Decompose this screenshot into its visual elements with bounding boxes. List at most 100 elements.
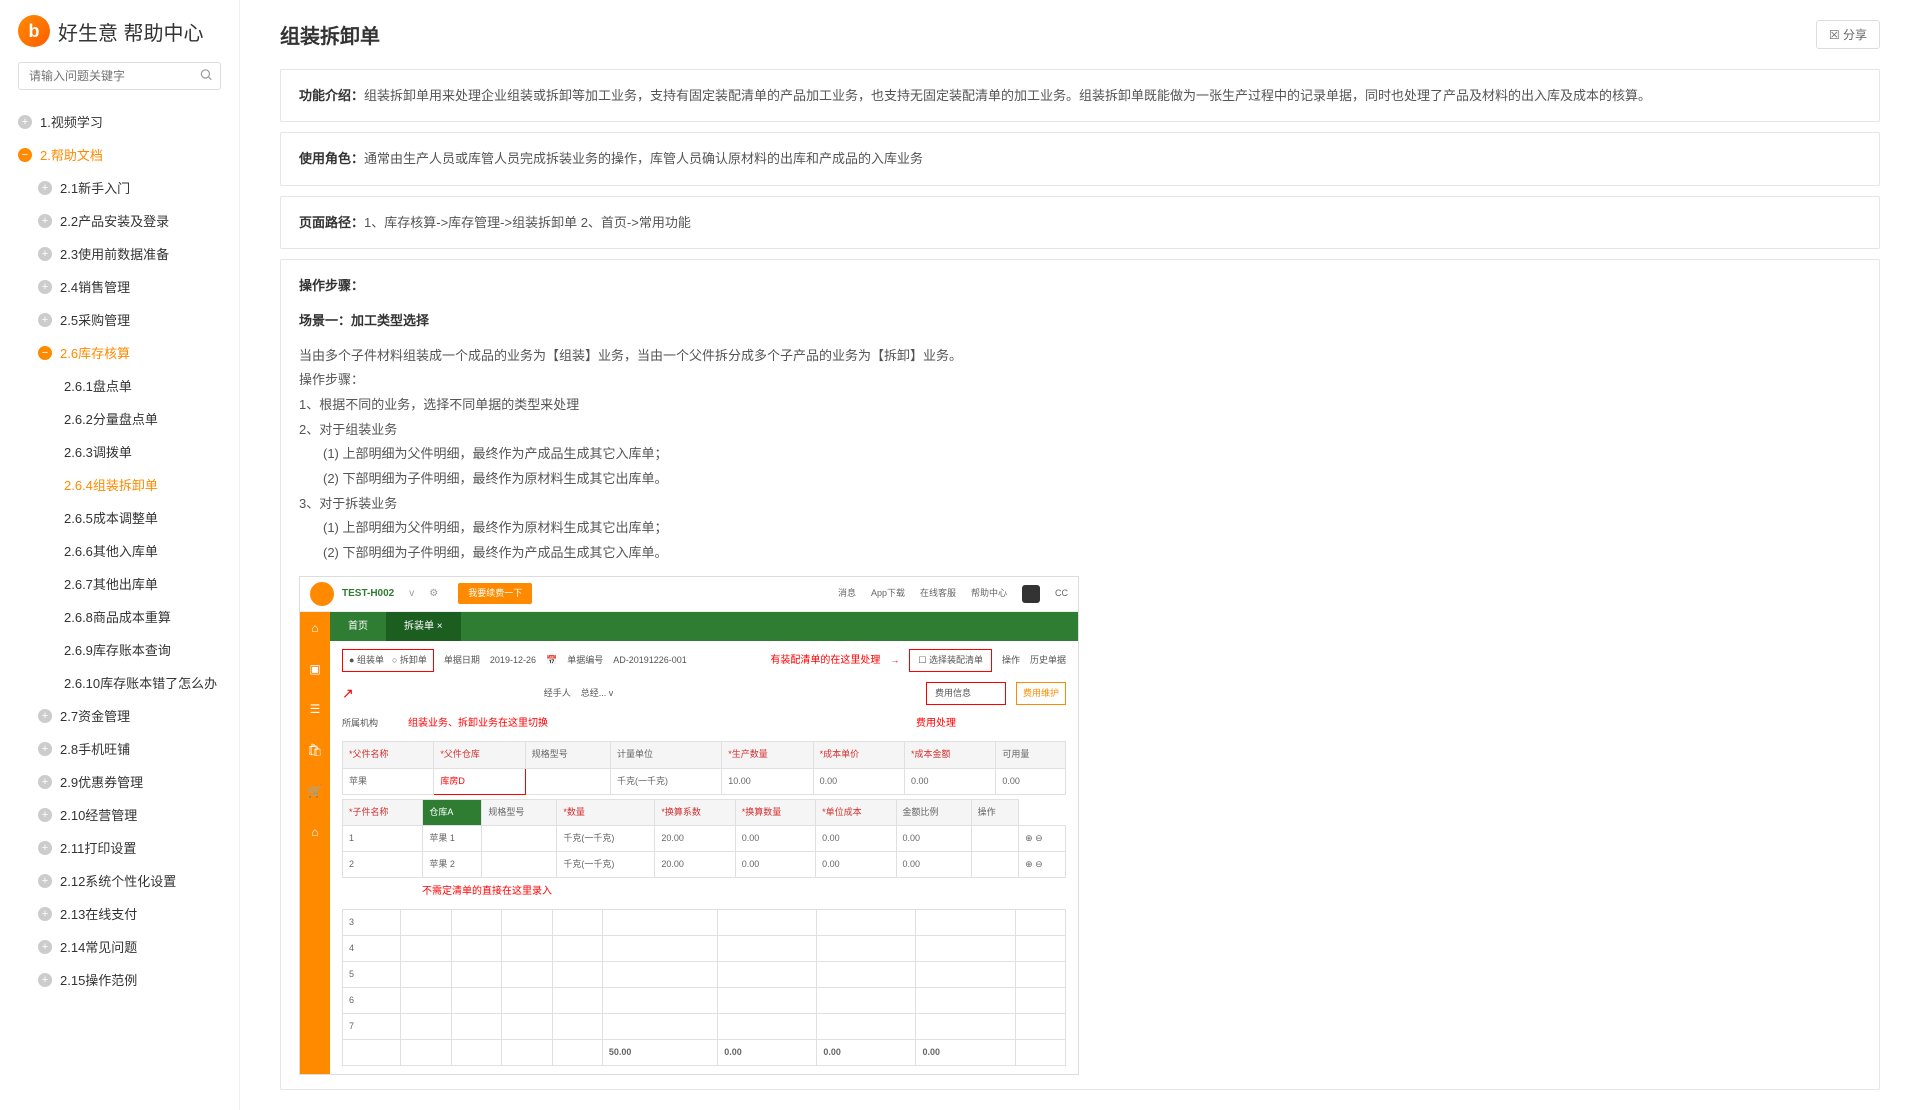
sidebar-item[interactable]: 2.6.1盘点单	[0, 369, 239, 402]
embed-date-val: 2019-12-26	[490, 652, 536, 669]
sidebar-item[interactable]: 2.6.5成本调整单	[0, 501, 239, 534]
sidebar-item[interactable]: +2.5采购管理	[0, 303, 239, 336]
plus-icon: +	[38, 742, 52, 756]
embed-handler-label: 经手人	[544, 685, 571, 702]
cart-icon: 🛒	[308, 780, 323, 803]
steps-sub: 操作步骤：	[299, 368, 1861, 393]
embed-topbar: TEST-H002 v ⚙ 我要续费一下 消息 App下载 在线客服 帮助中心 …	[300, 577, 1078, 612]
sidebar-item[interactable]: +2.2产品安装及登录	[0, 204, 239, 237]
close-icon: ×	[437, 621, 443, 632]
embed-link-help: 帮助中心	[971, 585, 1007, 602]
plus-icon: +	[38, 181, 52, 195]
steps-section: 操作步骤： 场景一：加工类型选择 当由多个子件材料组装成一个成品的业务为【组装】…	[280, 259, 1880, 1090]
step2-2: (2) 下部明细为子件明细，最终作为原材料生成其它出库单。	[299, 467, 1861, 492]
arrow-icon: →	[890, 652, 899, 669]
embed-form: ● 组装单 ○ 拆卸单 单据日期 2019-12-26 📅 单据编号 AD-20…	[330, 641, 1078, 1075]
path-label: 页面路径：	[299, 215, 364, 230]
step2-1: (1) 上部明细为父件明细，最终作为产成品生成其它入库单；	[299, 442, 1861, 467]
page-header: 组装拆卸单 ☒ 分享	[280, 20, 1880, 49]
gear-icon: ⚙	[429, 584, 438, 603]
sidebar-item-label: 2.12系统个性化设置	[60, 871, 176, 890]
embed-op-history: 历史单据	[1030, 652, 1066, 669]
path-text: 1、库存核算->库存管理->组装拆卸单 2、首页->常用功能	[364, 215, 691, 230]
sidebar-item[interactable]: 2.6.3调拨单	[0, 435, 239, 468]
sidebar-item[interactable]: −2.6库存核算	[0, 336, 239, 369]
sidebar-item[interactable]: 2.6.6其他入库单	[0, 534, 239, 567]
sidebar-item-label: 2.8手机旺铺	[60, 739, 130, 758]
scenario-title: 场景一：加工类型选择	[299, 309, 1861, 334]
share-icon: ☒	[1829, 28, 1843, 42]
embed-org-label: 所属机构	[342, 715, 378, 732]
sidebar-item[interactable]: +2.4销售管理	[0, 270, 239, 303]
embed-tab-home: 首页	[330, 612, 386, 641]
embed-trial-btn: 我要续费一下	[458, 583, 532, 604]
plus-icon: +	[38, 940, 52, 954]
share-label: 分享	[1843, 28, 1867, 42]
sidebar-item-label: 2.6.6其他入库单	[64, 541, 158, 560]
plus-icon: +	[38, 709, 52, 723]
intro-label: 功能介绍：	[299, 88, 364, 103]
sidebar-item-label: 2.帮助文档	[40, 145, 103, 164]
embedded-screenshot: TEST-H002 v ⚙ 我要续费一下 消息 App下载 在线客服 帮助中心 …	[299, 576, 1079, 1076]
embed-red-note2: 组装业务、拆卸业务在这里切换	[408, 714, 548, 733]
house-icon: ⌂	[311, 821, 318, 844]
sidebar-item-label: 2.6.3调拨单	[64, 442, 132, 461]
sidebar-item[interactable]: 2.6.2分量盘点单	[0, 402, 239, 435]
sidebar-item[interactable]: +2.14常见问题	[0, 930, 239, 963]
minus-icon: −	[18, 148, 32, 162]
embed-tab-order: 拆装单 ×	[386, 612, 461, 641]
logo-area: b 好生意 帮助中心	[0, 15, 239, 62]
embed-red-note3: 费用处理	[916, 714, 956, 733]
scenario-desc: 当由多个子件材料组装成一个成品的业务为【组装】业务，当由一个父件拆分成多个子产品…	[299, 344, 1861, 369]
sidebar-item[interactable]: +2.11打印设置	[0, 831, 239, 864]
sidebar-item-label: 2.11打印设置	[60, 838, 136, 857]
sidebar-item[interactable]: 2.6.8商品成本重算	[0, 600, 239, 633]
embed-main: 首页 拆装单 × ● 组装单 ○ 拆卸单 单据日期 2019-12-26	[330, 612, 1078, 1075]
steps-label: 操作步骤：	[299, 274, 1861, 299]
embed-avatar	[1022, 585, 1040, 603]
embed-tabs: 首页 拆装单 ×	[330, 612, 1078, 641]
embed-link-msg: 消息	[838, 585, 856, 602]
sidebar-item[interactable]: 2.6.4组装拆卸单	[0, 468, 239, 501]
plus-icon: +	[18, 115, 32, 129]
sidebar-item[interactable]: +1.视频学习	[0, 105, 239, 138]
sidebar-item[interactable]: 2.6.10库存账本错了怎么办	[0, 666, 239, 699]
page-title: 组装拆卸单	[280, 20, 380, 49]
calendar-icon: 📅	[546, 652, 557, 669]
share-button[interactable]: ☒ 分享	[1816, 20, 1880, 49]
sidebar-item[interactable]: 2.6.7其他出库单	[0, 567, 239, 600]
plus-icon: +	[38, 808, 52, 822]
role-label: 使用角色：	[299, 151, 364, 166]
embed-code-val: AD-20191226-001	[613, 652, 687, 669]
embed-red-note4: 不需定清单的直接在这里录入	[422, 882, 552, 901]
sidebar-item[interactable]: 2.6.9库存账本查询	[0, 633, 239, 666]
intro-box: 功能介绍：组装拆卸单用来处理企业组装或拆卸等加工业务，支持有固定装配清单的产品加…	[280, 69, 1880, 122]
plus-icon: +	[38, 907, 52, 921]
plus-icon: +	[38, 214, 52, 228]
sidebar-item[interactable]: +2.3使用前数据准备	[0, 237, 239, 270]
sidebar-item-label: 2.4销售管理	[60, 277, 130, 296]
step3-1: (1) 上部明细为父件明细，最终作为原材料生成其它出库单；	[299, 516, 1861, 541]
search-icon[interactable]	[199, 68, 213, 85]
sidebar-item-label: 2.6库存核算	[60, 343, 130, 362]
step3: 3、对于拆装业务	[299, 492, 1861, 517]
sidebar-item-label: 2.3使用前数据准备	[60, 244, 169, 263]
sidebar-item[interactable]: +2.9优惠券管理	[0, 765, 239, 798]
sidebar-item-label: 2.10经营管理	[60, 805, 137, 824]
sidebar-item[interactable]: +2.1新手入门	[0, 171, 239, 204]
search-box	[18, 62, 221, 90]
sidebar-item[interactable]: +2.8手机旺铺	[0, 732, 239, 765]
sidebar-item[interactable]: +2.13在线支付	[0, 897, 239, 930]
embed-body: ⌂ ▣ ☰ 🛍 🛒 ⌂ 首页 拆装单 ×	[300, 612, 1078, 1075]
sidebar-item[interactable]: +2.7资金管理	[0, 699, 239, 732]
sidebar-item[interactable]: +2.12系统个性化设置	[0, 864, 239, 897]
search-input[interactable]	[18, 62, 221, 90]
sidebar-item[interactable]: −2.帮助文档	[0, 138, 239, 171]
sidebar-item-label: 2.5采购管理	[60, 310, 130, 329]
sidebar-item-label: 2.1新手入门	[60, 178, 130, 197]
sidebar-item-label: 2.6.10库存账本错了怎么办	[64, 673, 217, 692]
embed-fee-btn: 费用维护	[1016, 682, 1066, 705]
sidebar-item[interactable]: +2.10经营管理	[0, 798, 239, 831]
sidebar-item[interactable]: +2.15操作范例	[0, 963, 239, 996]
path-box: 页面路径：1、库存核算->库存管理->组装拆卸单 2、首页->常用功能	[280, 196, 1880, 249]
